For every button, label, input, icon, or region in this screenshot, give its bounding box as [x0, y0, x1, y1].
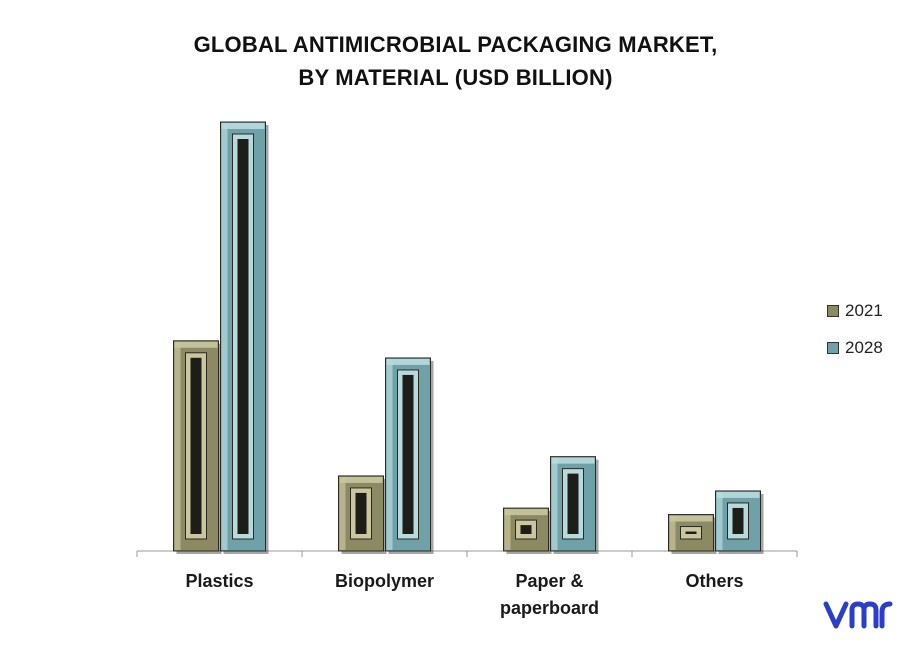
legend-item-2021: 2021 — [827, 292, 883, 329]
bar-2021-paper-paperboard — [503, 507, 552, 554]
bar-2021-others — [668, 514, 717, 554]
category-label-line: Biopolymer — [334, 571, 435, 591]
bar-2028-plastics — [220, 121, 269, 554]
category-label-2: Paper & paperboard — [467, 568, 632, 622]
chart-title-line-1: GLOBAL ANTIMICROBIAL PACKAGING MARKET, — [193, 32, 718, 57]
legend-swatch-2021 — [827, 304, 839, 317]
category-label-line: Plastics — [185, 571, 254, 591]
category-label-3: Others — [632, 568, 797, 595]
bar-2021-plastics — [173, 340, 222, 554]
legend-label-2028: 2028 — [845, 337, 883, 357]
legend-item-2028: 2028 — [827, 329, 883, 366]
legend-label-2021: 2021 — [845, 300, 883, 320]
category-label-line: Others — [685, 571, 744, 591]
category-label-0: Plastics — [137, 568, 302, 595]
bar-2028-others — [715, 490, 764, 554]
bar-2028-paper-paperboard — [550, 456, 599, 554]
vmr-logo-icon — [823, 601, 893, 629]
chart-title-line-2: BY MATERIAL (USD BILLION) — [298, 65, 613, 90]
chart-title: GLOBAL ANTIMICROBIAL PACKAGING MARKET, B… — [0, 28, 911, 94]
legend: 2021 2028 — [827, 292, 883, 366]
category-label-line: paperboard — [499, 598, 600, 618]
bar-2028-biopolymer — [385, 357, 434, 554]
category-label-line: Paper & — [515, 571, 584, 591]
legend-swatch-2028 — [827, 341, 839, 354]
bar-2021-biopolymer — [338, 475, 387, 554]
category-label-1: Biopolymer — [302, 568, 467, 595]
